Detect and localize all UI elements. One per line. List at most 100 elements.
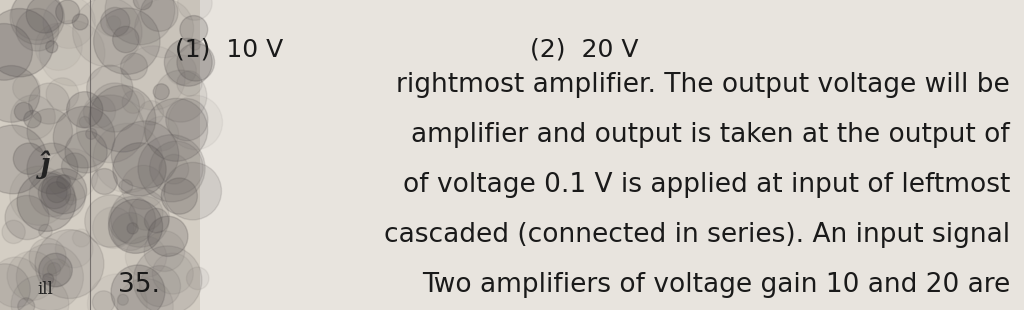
Circle shape [0, 9, 53, 77]
Circle shape [39, 253, 73, 287]
Text: (1)  10 V: (1) 10 V [175, 38, 284, 62]
Circle shape [164, 162, 221, 220]
Circle shape [87, 274, 147, 310]
Circle shape [144, 231, 184, 272]
Circle shape [73, 14, 88, 30]
Circle shape [125, 236, 167, 277]
Circle shape [109, 197, 156, 244]
Circle shape [92, 291, 115, 310]
Circle shape [109, 199, 163, 253]
Circle shape [117, 278, 173, 310]
Circle shape [113, 26, 139, 53]
Circle shape [39, 224, 52, 238]
Circle shape [43, 273, 53, 284]
Text: 35.: 35. [118, 272, 160, 298]
Circle shape [155, 70, 207, 122]
Circle shape [150, 141, 203, 195]
Circle shape [2, 220, 26, 244]
Circle shape [55, 230, 93, 268]
Circle shape [138, 135, 205, 202]
Circle shape [9, 166, 69, 225]
Circle shape [86, 128, 97, 140]
Circle shape [0, 24, 33, 80]
Circle shape [135, 0, 194, 58]
Circle shape [0, 125, 47, 194]
Circle shape [39, 20, 104, 86]
Circle shape [46, 182, 68, 203]
Circle shape [29, 83, 70, 124]
Text: cascaded (connected in series). An input signal: cascaded (connected in series). An input… [384, 222, 1010, 248]
Circle shape [66, 194, 77, 205]
Circle shape [122, 165, 165, 209]
Circle shape [67, 92, 102, 128]
Circle shape [121, 53, 147, 80]
Circle shape [177, 71, 202, 96]
Text: ill: ill [37, 281, 53, 299]
Circle shape [85, 195, 137, 247]
Text: ĵ: ĵ [40, 151, 50, 179]
Circle shape [127, 223, 138, 234]
Circle shape [161, 178, 198, 214]
Circle shape [165, 38, 212, 86]
Text: amplifier and output is taken at the output of: amplifier and output is taken at the out… [412, 122, 1010, 148]
Circle shape [0, 66, 40, 122]
Circle shape [111, 265, 165, 310]
Circle shape [27, 0, 63, 33]
Circle shape [17, 298, 35, 310]
Circle shape [12, 74, 40, 102]
Circle shape [87, 65, 133, 111]
Circle shape [129, 196, 163, 230]
Circle shape [56, 175, 71, 188]
Circle shape [5, 195, 49, 240]
Circle shape [112, 212, 150, 250]
Circle shape [91, 169, 118, 194]
Circle shape [106, 16, 121, 30]
Circle shape [61, 153, 88, 179]
Circle shape [144, 98, 208, 161]
Circle shape [79, 117, 90, 128]
Circle shape [41, 175, 85, 219]
Circle shape [77, 95, 144, 163]
Circle shape [139, 266, 180, 307]
Circle shape [153, 253, 194, 294]
Text: rightmost amplifier. The output voltage will be: rightmost amplifier. The output voltage … [396, 72, 1010, 98]
Circle shape [121, 46, 185, 110]
Circle shape [30, 171, 75, 217]
Circle shape [13, 143, 45, 174]
Circle shape [122, 91, 144, 113]
Circle shape [14, 102, 33, 121]
Circle shape [118, 294, 128, 305]
Circle shape [113, 143, 166, 196]
Circle shape [65, 131, 108, 173]
Circle shape [139, 101, 164, 125]
Circle shape [11, 276, 69, 310]
Circle shape [177, 43, 215, 81]
Circle shape [11, 0, 62, 40]
Circle shape [119, 179, 133, 193]
Circle shape [0, 257, 41, 308]
Circle shape [43, 259, 71, 287]
Circle shape [0, 264, 31, 310]
Circle shape [16, 8, 58, 51]
Circle shape [47, 263, 60, 276]
Circle shape [159, 154, 188, 184]
Circle shape [89, 86, 156, 152]
Circle shape [166, 55, 197, 85]
Circle shape [90, 83, 139, 132]
Circle shape [27, 143, 78, 194]
Text: (2)  20 V: (2) 20 V [530, 38, 639, 62]
Text: of voltage 0.1 V is applied at input of leftmost: of voltage 0.1 V is applied at input of … [402, 172, 1010, 198]
Circle shape [73, 229, 90, 247]
Text: Two amplifiers of voltage gain 10 and 20 are: Two amplifiers of voltage gain 10 and 20… [422, 272, 1010, 298]
Circle shape [35, 230, 103, 299]
Circle shape [46, 148, 98, 201]
Circle shape [55, 0, 80, 24]
Circle shape [41, 168, 87, 214]
Circle shape [144, 116, 178, 151]
Circle shape [154, 84, 169, 100]
Circle shape [147, 216, 188, 256]
Circle shape [111, 188, 169, 247]
Circle shape [177, 0, 212, 20]
Circle shape [91, 0, 140, 37]
Circle shape [166, 99, 208, 141]
